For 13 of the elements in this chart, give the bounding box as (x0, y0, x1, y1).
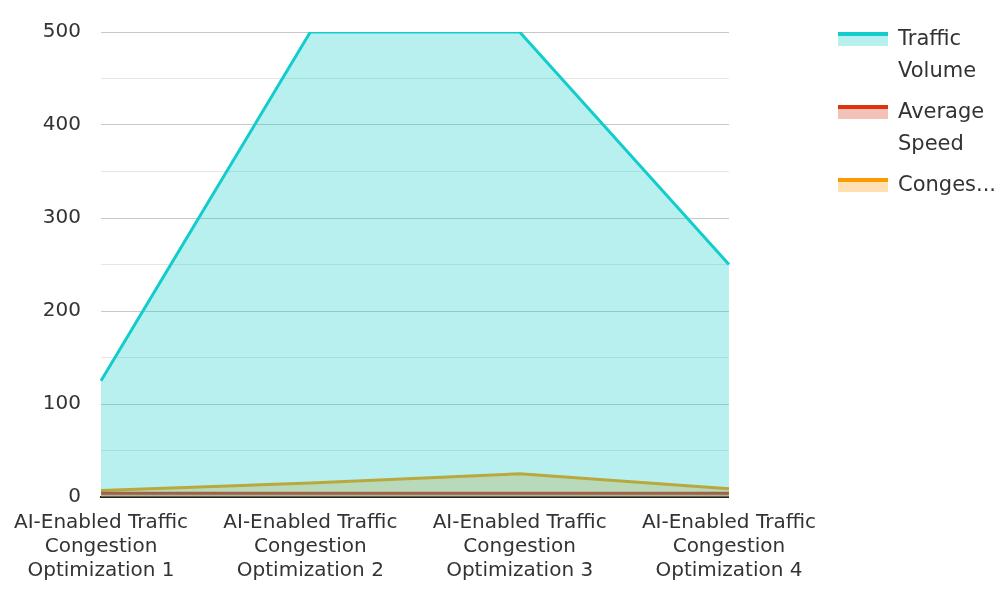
legend-label: Average Speed (898, 98, 986, 157)
x-tick-label: AI-Enabled Traffic Congestion Optimization 3 (432, 509, 607, 582)
y-tick-label: 300 (42, 204, 82, 229)
y-tick-label: 400 (42, 111, 82, 136)
y-tick-label: 200 (42, 297, 82, 322)
y-tick-label: 0 (68, 483, 82, 508)
y-tick-label: 100 (42, 390, 82, 415)
y-tick-label: 500 (42, 18, 82, 43)
x-tick-label: AI-Enabled Traffic Congestion Optimization 2 (223, 509, 398, 582)
legend-label: Traffic Volume (898, 25, 978, 84)
x-tick-label: AI-Enabled Traffic Congestion Optimization 4 (641, 509, 816, 582)
x-tick-label: AI-Enabled Traffic Congestion Optimization 1 (14, 509, 189, 582)
legend-label: Conges... (898, 171, 998, 198)
